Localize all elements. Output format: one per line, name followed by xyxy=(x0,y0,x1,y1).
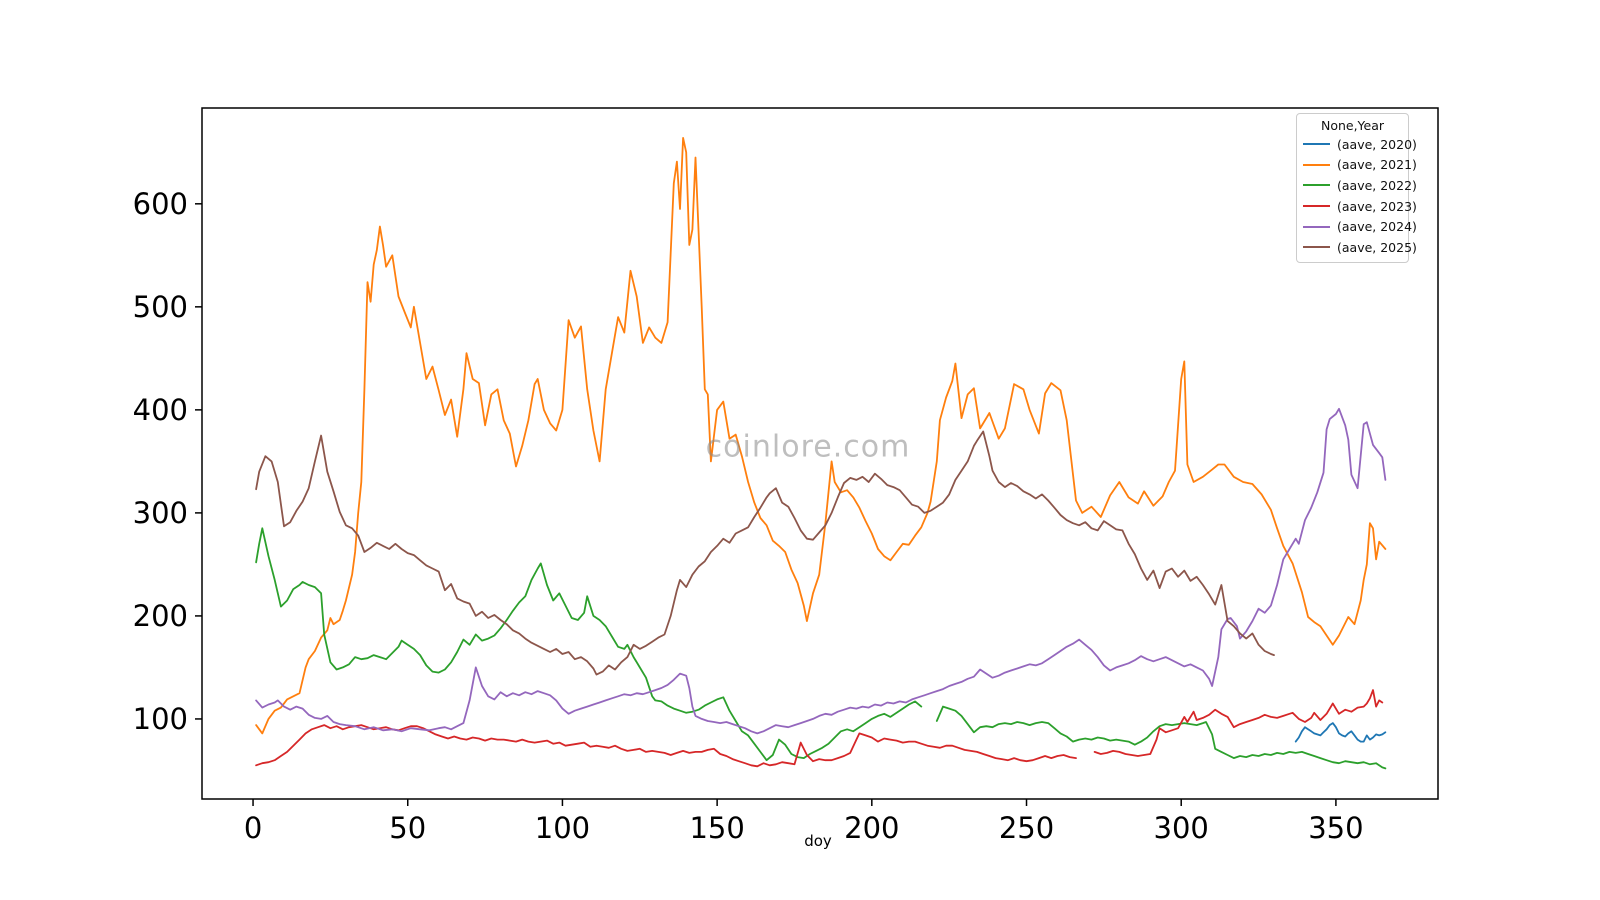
x-tick-label: 300 xyxy=(1154,811,1209,845)
plot-border xyxy=(201,107,1439,800)
legend-swatch xyxy=(1303,163,1330,166)
y-tick-label: 100 xyxy=(133,702,188,736)
y-tick-label: 200 xyxy=(133,599,188,633)
legend-item: (aave, 2024) xyxy=(1297,216,1417,237)
legend-item: (aave, 2023) xyxy=(1297,196,1417,217)
legend: None,Year (aave, 2020) (aave, 2021) (aave,… xyxy=(1296,113,1417,263)
watermark: coinlore.com xyxy=(705,429,911,465)
x-axis-label: doy xyxy=(804,832,832,850)
x-tick-label: 200 xyxy=(844,811,899,845)
y-tick-label: 600 xyxy=(133,187,188,221)
legend-swatch xyxy=(1303,205,1330,208)
series-line-2025 xyxy=(255,430,1275,676)
legend-item-label: (aave, 2023) xyxy=(1337,198,1417,214)
legend-swatch xyxy=(1303,184,1330,187)
legend-items: (aave, 2020) (aave, 2021) (aave, 2022) (aav… xyxy=(1297,134,1417,258)
x-tick-label: 100 xyxy=(535,811,590,845)
legend-title: None,Year xyxy=(1320,118,1385,133)
x-tick-label: 150 xyxy=(689,811,744,845)
legend-item-label: (aave, 2020) xyxy=(1337,136,1417,152)
legend-swatch xyxy=(1303,143,1330,146)
x-tick-label: 0 xyxy=(244,811,262,845)
x-tick-label: 250 xyxy=(999,811,1054,845)
legend-item-label: (aave, 2021) xyxy=(1337,157,1417,173)
legend-item: (aave, 2020) xyxy=(1297,134,1417,155)
legend-item: (aave, 2022) xyxy=(1297,175,1417,196)
legend-item-label: (aave, 2025) xyxy=(1337,239,1417,255)
y-tick-label: 500 xyxy=(133,290,188,324)
x-tick-label: 350 xyxy=(1308,811,1363,845)
series-line-2021 xyxy=(255,137,1387,735)
legend-item-label: (aave, 2022) xyxy=(1337,177,1417,193)
legend-item-label: (aave, 2024) xyxy=(1337,219,1417,235)
legend-item: (aave, 2025) xyxy=(1297,237,1417,258)
y-tick-label: 400 xyxy=(133,393,188,427)
legend-swatch xyxy=(1303,246,1330,249)
series-line-2023 xyxy=(255,689,1384,768)
y-tick-label: 300 xyxy=(133,496,188,530)
x-tick-label: 50 xyxy=(389,811,426,845)
series-line-2020 xyxy=(1294,722,1387,743)
legend-item: (aave, 2021) xyxy=(1297,155,1417,176)
series-line-2022 xyxy=(255,527,1387,770)
legend-swatch xyxy=(1303,225,1330,228)
